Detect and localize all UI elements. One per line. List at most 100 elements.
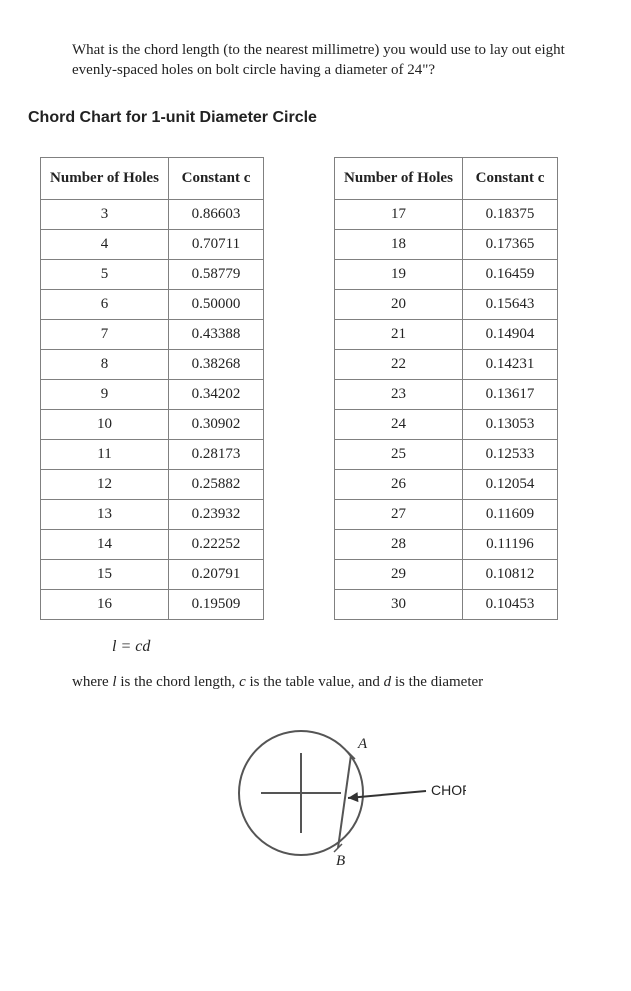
table-row: 160.19509 (41, 589, 264, 619)
cell-constant: 0.12054 (463, 469, 558, 499)
cell-holes: 25 (335, 439, 463, 469)
cell-holes: 11 (41, 439, 169, 469)
table-row: 170.18375 (335, 199, 558, 229)
cell-constant: 0.16459 (463, 259, 558, 289)
cell-constant: 0.70711 (169, 229, 264, 259)
cell-constant: 0.28173 (169, 439, 264, 469)
header-holes-right: Number of Holes (335, 157, 463, 199)
cell-constant: 0.20791 (169, 559, 264, 589)
cell-holes: 7 (41, 319, 169, 349)
cell-constant: 0.38268 (169, 349, 264, 379)
where-d: d (384, 674, 392, 690)
cell-constant: 0.14904 (463, 319, 558, 349)
cell-constant: 0.14231 (463, 349, 558, 379)
arrow-head (348, 792, 358, 802)
where-c: c (239, 674, 246, 690)
tables-container: Number of Holes Constant c 30.8660340.70… (40, 157, 603, 620)
cell-constant: 0.34202 (169, 379, 264, 409)
cell-constant: 0.13617 (463, 379, 558, 409)
question-text: What is the chord length (to the nearest… (72, 40, 592, 81)
cell-holes: 14 (41, 529, 169, 559)
cell-holes: 19 (335, 259, 463, 289)
table-row: 100.30902 (41, 409, 264, 439)
label-b: B (336, 853, 345, 869)
cell-holes: 5 (41, 259, 169, 289)
cell-holes: 28 (335, 529, 463, 559)
table-row: 220.14231 (335, 349, 558, 379)
table-row: 150.20791 (41, 559, 264, 589)
table-row: 120.25882 (41, 469, 264, 499)
cell-constant: 0.50000 (169, 289, 264, 319)
table-row: 240.13053 (335, 409, 558, 439)
cell-constant: 0.10812 (463, 559, 558, 589)
cell-constant: 0.12533 (463, 439, 558, 469)
chart-title: Chord Chart for 1-unit Diameter Circle (28, 109, 603, 127)
chord-line (338, 755, 351, 848)
cell-holes: 17 (335, 199, 463, 229)
table-row: 110.28173 (41, 439, 264, 469)
cell-constant: 0.23932 (169, 499, 264, 529)
cell-constant: 0.11609 (463, 499, 558, 529)
formula: l = cd (112, 638, 603, 656)
table-row: 200.15643 (335, 289, 558, 319)
cell-holes: 22 (335, 349, 463, 379)
chord-table-left: Number of Holes Constant c 30.8660340.70… (40, 157, 264, 620)
cell-constant: 0.17365 (463, 229, 558, 259)
table-row: 180.17365 (335, 229, 558, 259)
table-row: 210.14904 (335, 319, 558, 349)
cell-constant: 0.86603 (169, 199, 264, 229)
table-row: 70.43388 (41, 319, 264, 349)
chord-diagram: ABCHORD (166, 713, 466, 873)
cell-holes: 18 (335, 229, 463, 259)
table-row: 260.12054 (335, 469, 558, 499)
cell-constant: 0.18375 (463, 199, 558, 229)
cell-holes: 3 (41, 199, 169, 229)
where-p3: is the table value, and (246, 674, 384, 690)
table-row: 90.34202 (41, 379, 264, 409)
cell-holes: 23 (335, 379, 463, 409)
where-p2: is the chord length, (117, 674, 239, 690)
cell-constant: 0.58779 (169, 259, 264, 289)
cell-holes: 4 (41, 229, 169, 259)
cell-holes: 20 (335, 289, 463, 319)
table-row: 40.70711 (41, 229, 264, 259)
cell-constant: 0.13053 (463, 409, 558, 439)
cell-holes: 6 (41, 289, 169, 319)
cell-constant: 0.22252 (169, 529, 264, 559)
table-row: 230.13617 (335, 379, 558, 409)
cell-constant: 0.25882 (169, 469, 264, 499)
cell-holes: 29 (335, 559, 463, 589)
where-p4: is the diameter (391, 674, 483, 690)
where-text: where l is the chord length, c is the ta… (72, 674, 603, 691)
table-row: 270.11609 (335, 499, 558, 529)
cell-holes: 24 (335, 409, 463, 439)
arrow-line (348, 791, 426, 798)
table-row: 190.16459 (335, 259, 558, 289)
header-holes-left: Number of Holes (41, 157, 169, 199)
cell-holes: 12 (41, 469, 169, 499)
cell-holes: 13 (41, 499, 169, 529)
cell-holes: 26 (335, 469, 463, 499)
cell-constant: 0.30902 (169, 409, 264, 439)
table-row: 300.10453 (335, 589, 558, 619)
cell-holes: 9 (41, 379, 169, 409)
where-p1: where (72, 674, 112, 690)
chord-table-right: Number of Holes Constant c 170.18375180.… (334, 157, 558, 620)
cell-holes: 21 (335, 319, 463, 349)
table-row: 250.12533 (335, 439, 558, 469)
cell-constant: 0.11196 (463, 529, 558, 559)
diagram-container: ABCHORD (28, 713, 603, 873)
cell-holes: 30 (335, 589, 463, 619)
chord-label: CHORD (431, 782, 466, 798)
table-row: 280.11196 (335, 529, 558, 559)
header-const-left: Constant c (169, 157, 264, 199)
cell-constant: 0.15643 (463, 289, 558, 319)
table-row: 290.10812 (335, 559, 558, 589)
cell-constant: 0.43388 (169, 319, 264, 349)
table-row: 30.86603 (41, 199, 264, 229)
cell-holes: 8 (41, 349, 169, 379)
table-row: 80.38268 (41, 349, 264, 379)
header-const-right: Constant c (463, 157, 558, 199)
cell-holes: 10 (41, 409, 169, 439)
cell-holes: 16 (41, 589, 169, 619)
